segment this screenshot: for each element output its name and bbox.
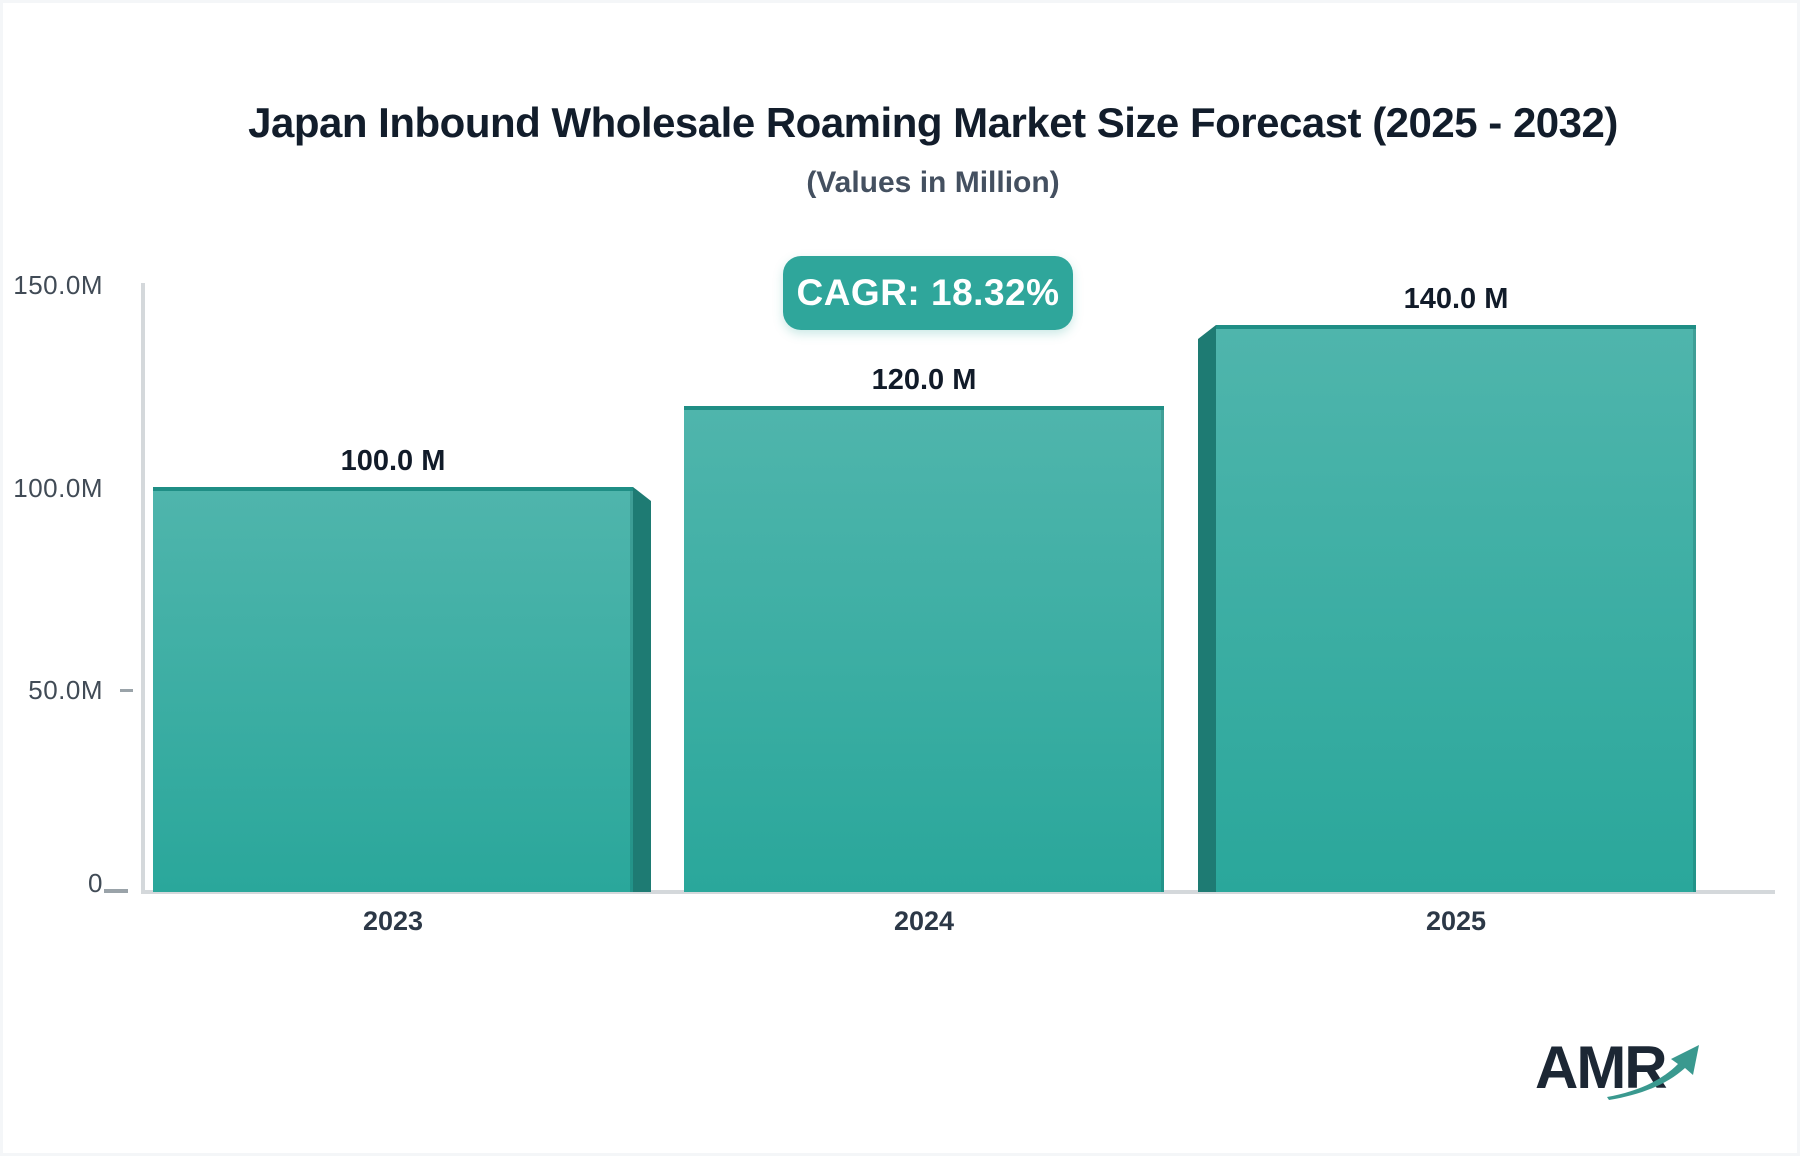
bar-value-label-2025: 140.0 M <box>1403 283 1509 315</box>
chart-title: Japan Inbound Wholesale Roaming Market S… <box>248 99 1618 146</box>
x-axis-label-2023: 2023 <box>362 906 424 936</box>
y-tick-label-150: 150.0M <box>13 270 103 300</box>
bar-2024 <box>684 406 1164 892</box>
y-tick-label-100: 100.0M <box>13 473 103 503</box>
bar-2025 <box>1216 325 1696 892</box>
bar-3d-side-2023 <box>633 487 651 892</box>
x-axis-label-2025: 2025 <box>1425 906 1487 936</box>
trend-arrow-icon <box>1607 1045 1699 1100</box>
bar-value-label-2023: 100.0 M <box>340 445 446 477</box>
bar-3d-side-2025 <box>1198 325 1216 892</box>
cagr-badge: CAGR: 18.32% <box>783 256 1073 330</box>
x-axis-baseline <box>141 890 1775 894</box>
bar-2023 <box>153 487 633 892</box>
y-tick-mark-50 <box>120 689 133 692</box>
bar-value-label-2024: 120.0 M <box>871 364 977 396</box>
y-tick-mark-0 <box>104 889 128 893</box>
y-tick-label-0: 0 <box>88 868 103 898</box>
y-tick-label-50: 50.0M <box>28 675 103 705</box>
chart-subtitle: (Values in Million) <box>806 166 1060 199</box>
x-axis-label-2024: 2024 <box>893 906 955 936</box>
amr-logo: AMR <box>1531 1033 1721 1113</box>
y-axis-line <box>141 283 145 892</box>
